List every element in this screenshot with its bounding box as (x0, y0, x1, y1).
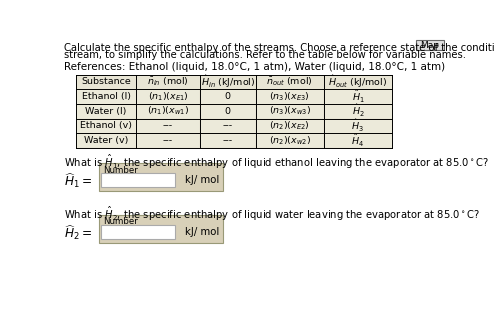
Text: kJ/ mol: kJ/ mol (185, 175, 219, 185)
Text: $\hat{H}_3$: $\hat{H}_3$ (351, 118, 364, 134)
FancyBboxPatch shape (137, 90, 199, 104)
FancyBboxPatch shape (416, 40, 444, 50)
Text: $(n_2)(x_{E2})$: $(n_2)(x_{E2})$ (269, 120, 310, 132)
Text: $\hat{H}_2$: $\hat{H}_2$ (351, 103, 364, 119)
Text: $(n_2)(x_{w2})$: $(n_2)(x_{w2})$ (269, 134, 311, 147)
Text: stream, to simplify the calculations. Refer to the table below for variable name: stream, to simplify the calculations. Re… (64, 50, 466, 60)
FancyBboxPatch shape (200, 133, 255, 147)
Text: 0: 0 (225, 107, 231, 116)
Text: $\bar{n}_{out}$ (mol): $\bar{n}_{out}$ (mol) (266, 76, 313, 88)
Text: Number: Number (103, 217, 138, 226)
Text: Map: Map (420, 41, 440, 49)
FancyBboxPatch shape (101, 225, 175, 239)
FancyBboxPatch shape (99, 163, 223, 191)
FancyBboxPatch shape (200, 119, 255, 133)
Text: ---: --- (223, 121, 233, 130)
Text: Substance: Substance (81, 77, 131, 86)
Text: kJ/ mol: kJ/ mol (185, 227, 219, 237)
Text: ---: --- (163, 136, 173, 145)
Text: $(n_1)(x_{E1})$: $(n_1)(x_{E1})$ (148, 90, 189, 103)
Text: $\hat{H}_1$: $\hat{H}_1$ (351, 89, 364, 105)
Text: $\widehat{H}_1=$: $\widehat{H}_1=$ (64, 172, 93, 190)
FancyBboxPatch shape (76, 90, 136, 104)
Text: Number: Number (103, 165, 138, 175)
Text: $\hat{H}_4$: $\hat{H}_4$ (351, 132, 364, 148)
Text: Ethanol (l): Ethanol (l) (82, 92, 131, 101)
Text: $(n_3)(x_{w3})$: $(n_3)(x_{w3})$ (269, 105, 311, 117)
FancyBboxPatch shape (256, 133, 323, 147)
FancyBboxPatch shape (99, 215, 223, 243)
FancyBboxPatch shape (137, 133, 199, 147)
Text: $\bar{n}_{in}$ (mol): $\bar{n}_{in}$ (mol) (147, 76, 189, 88)
Text: $\hat{H}_{out}$ (kJ/mol): $\hat{H}_{out}$ (kJ/mol) (328, 74, 388, 90)
Text: Calculate the specific enthalpy of the streams. Choose a reference state of the : Calculate the specific enthalpy of the s… (64, 43, 495, 53)
FancyBboxPatch shape (76, 104, 136, 118)
Text: 0: 0 (225, 92, 231, 101)
FancyBboxPatch shape (137, 104, 199, 118)
Text: ---: --- (163, 121, 173, 130)
Text: What is $\hat{H}_1$, the specific enthalpy of liquid ethanol leaving the evapora: What is $\hat{H}_1$, the specific enthal… (64, 153, 490, 171)
FancyBboxPatch shape (76, 133, 136, 147)
Text: $\hat{H}_{in}$ (kJ/mol): $\hat{H}_{in}$ (kJ/mol) (200, 74, 255, 90)
FancyBboxPatch shape (324, 119, 392, 133)
FancyBboxPatch shape (256, 104, 323, 118)
FancyBboxPatch shape (200, 104, 255, 118)
FancyBboxPatch shape (76, 75, 392, 148)
FancyBboxPatch shape (256, 90, 323, 104)
Text: $(n_1)(x_{w1})$: $(n_1)(x_{w1})$ (147, 105, 189, 117)
FancyBboxPatch shape (324, 104, 392, 118)
Text: ---: --- (223, 136, 233, 145)
Text: References: Ethanol (liquid, 18.0°C, 1 atm), Water (liquid, 18.0°C, 1 atm): References: Ethanol (liquid, 18.0°C, 1 a… (63, 61, 445, 72)
Text: Water (l): Water (l) (85, 107, 127, 116)
FancyBboxPatch shape (324, 90, 392, 104)
FancyBboxPatch shape (324, 133, 392, 147)
FancyBboxPatch shape (137, 119, 199, 133)
FancyBboxPatch shape (200, 90, 255, 104)
FancyBboxPatch shape (76, 119, 136, 133)
FancyBboxPatch shape (101, 173, 175, 187)
Text: Water (v): Water (v) (84, 136, 128, 145)
Text: $\widehat{H}_2=$: $\widehat{H}_2=$ (64, 223, 93, 242)
Text: Ethanol (v): Ethanol (v) (80, 121, 132, 130)
Text: $(n_3)(x_{E3})$: $(n_3)(x_{E3})$ (269, 90, 310, 103)
FancyBboxPatch shape (256, 119, 323, 133)
Text: What is $\hat{H}_2$, the specific enthalpy of liquid water leaving the evaporato: What is $\hat{H}_2$, the specific enthal… (64, 205, 480, 223)
